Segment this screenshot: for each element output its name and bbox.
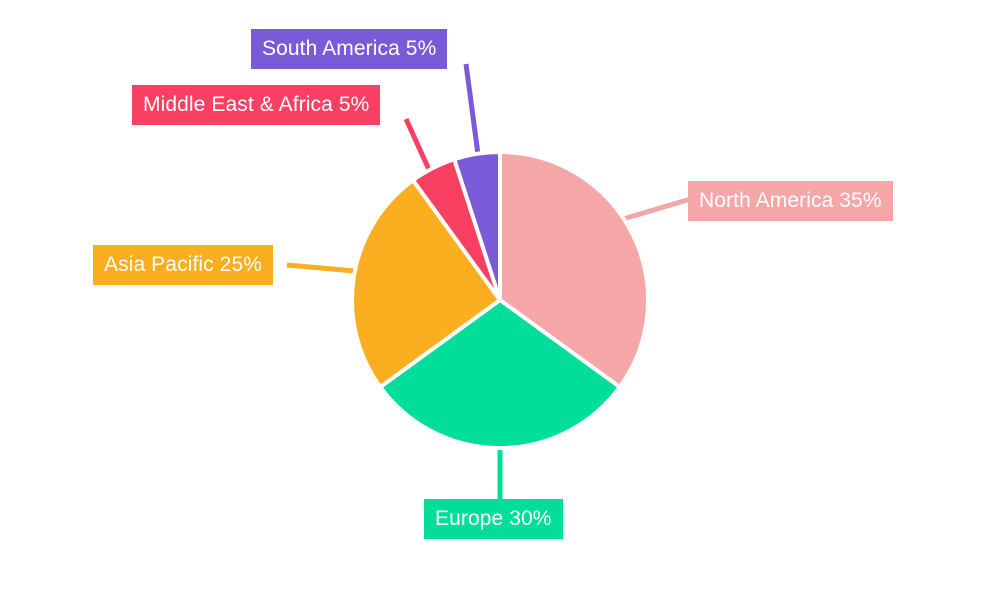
leader-line-south-america (463, 63, 482, 163)
pie-slice-north-america[interactable] (498, 150, 650, 389)
pie-slice-europe[interactable] (378, 298, 622, 450)
leader-line-north-america (612, 195, 695, 225)
pie-slice-asia-pacific[interactable] (350, 178, 502, 389)
pie-label-asia-pacific[interactable]: Asia Pacific 25% (93, 245, 274, 285)
pie-slice-south-america[interactable] (452, 150, 502, 302)
pie-label-europe[interactable]: Europe 30% (424, 499, 563, 539)
pie-label-middle-east-africa[interactable]: Middle East & Africa 5% (132, 85, 381, 125)
pie-slices (350, 150, 650, 450)
pie-label-north-america[interactable]: North America 35% (688, 181, 893, 221)
leader-line-asia-pacific (286, 262, 367, 275)
pie-label-south-america[interactable]: South America 5% (251, 29, 448, 69)
